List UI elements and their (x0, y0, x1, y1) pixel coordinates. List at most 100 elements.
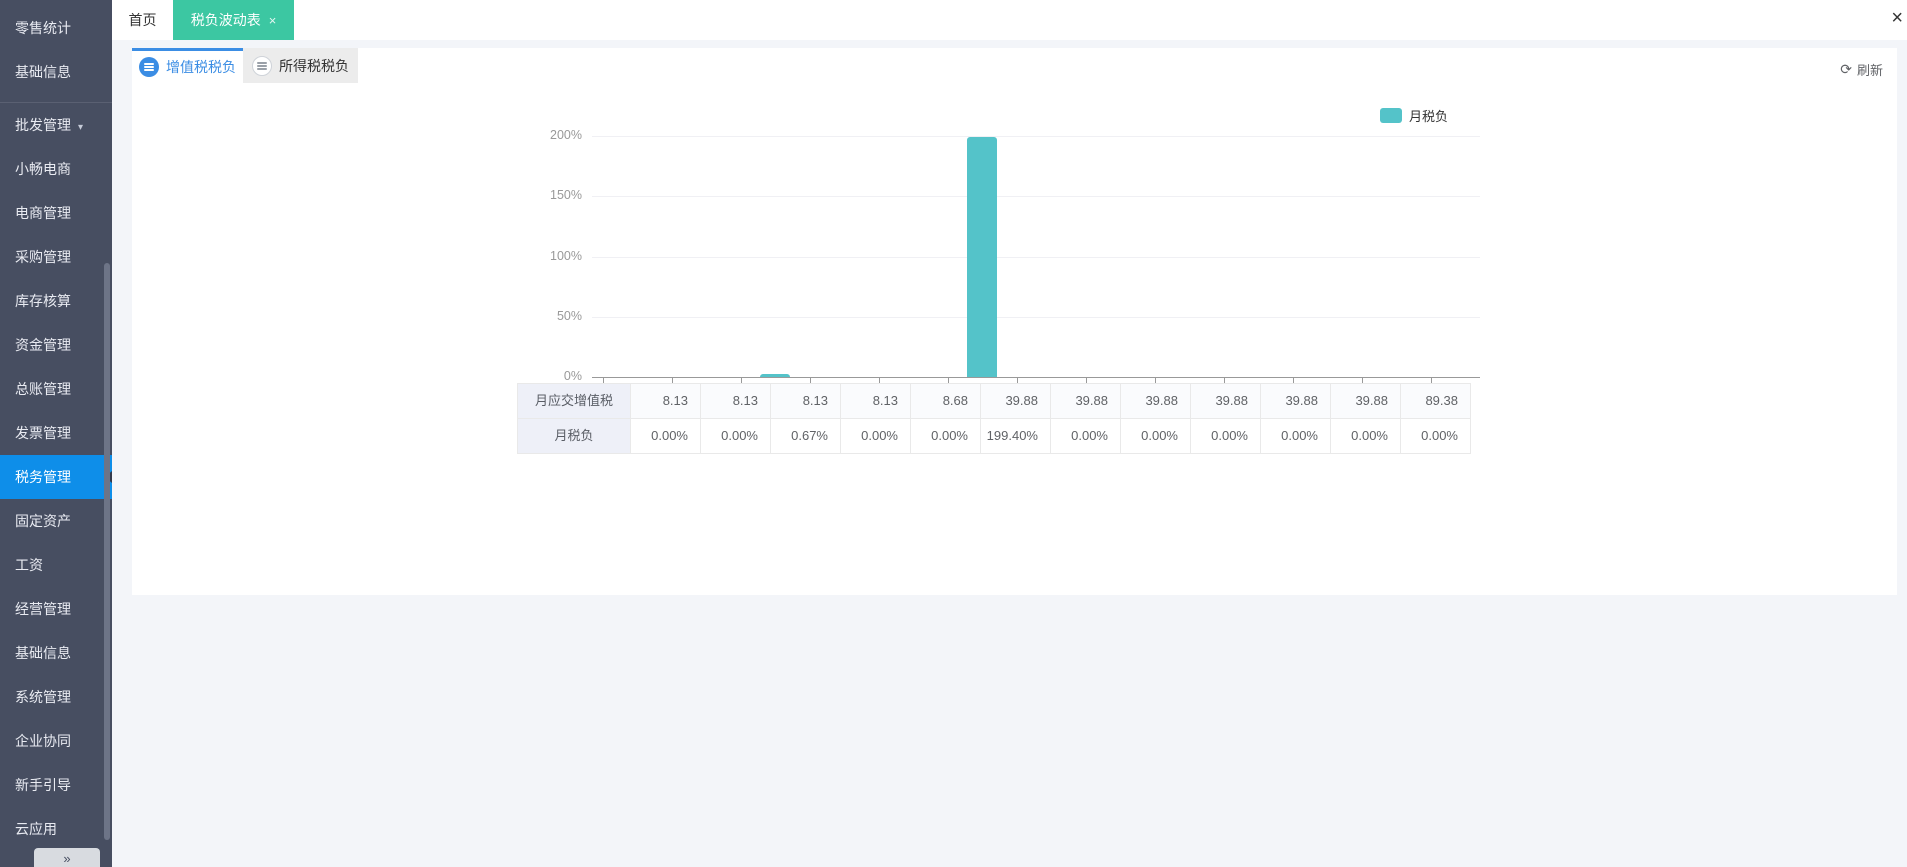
table-row: 月税负 0.00% 0.00% 0.67% 0.00% 0.00% 199.40% 0.00%… (518, 419, 1471, 454)
sidebar-item-基础信息[interactable]: 基础信息 (0, 50, 112, 94)
sidebar-item-库存核算[interactable]: 库存核算 (0, 279, 112, 323)
table-cell: 89.38 (1401, 384, 1471, 419)
y-axis-tick-label: 50% (556, 308, 582, 323)
sidebar-item-label: 企业协同 (15, 733, 71, 749)
sidebar-menu-top: 零售统计 基础信息 (0, 0, 112, 94)
sidebar-item-发票管理[interactable]: 发票管理 (0, 411, 112, 455)
table-cell: 8.13 (701, 384, 771, 419)
gridline (592, 136, 1480, 137)
table-cell: 39.88 (1121, 384, 1191, 419)
sidebar-item-企业协同[interactable]: 企业协同 (0, 719, 112, 763)
table-cell: 39.88 (1261, 384, 1331, 419)
sidebar-item-label: 批发管理 (15, 117, 71, 133)
content-panel: 增值税税负 所得税税负 ⟳ 刷新 月税负 0%50%100%150%200%20… (132, 48, 1897, 595)
sidebar-item-新手引导[interactable]: 新手引导 (0, 763, 112, 807)
tax-data-table: 月应交增值税 8.13 8.13 8.13 8.13 8.68 39.88 39.88 39.8… (517, 383, 1471, 454)
legend-label: 月税负 (1409, 109, 1449, 124)
sidebar-item-label: 零售统计 (15, 20, 71, 36)
x-axis-tick (1292, 378, 1294, 384)
tab-vat-tax-burden[interactable]: 增值税税负 (132, 48, 243, 83)
x-axis-tick (878, 378, 880, 384)
sidebar-item-固定资产[interactable]: 固定资产 (0, 499, 112, 543)
tab-close-icon[interactable]: × (268, 12, 277, 28)
tab-income-tax-burden[interactable]: 所得税税负 (243, 48, 358, 83)
table-cell: 0.00% (1261, 419, 1331, 454)
row-header: 月税负 (518, 419, 631, 454)
sidebar-item-经营管理[interactable]: 经营管理 (0, 587, 112, 631)
tab-tax-fluctuation[interactable]: 税负波动表 × (173, 0, 294, 40)
y-axis-tick-label: 0% (563, 369, 582, 383)
refresh-icon: ⟳ (1840, 61, 1852, 77)
sidebar-item-label: 基础信息 (15, 64, 71, 80)
sidebar-item-电商管理[interactable]: 电商管理 (0, 191, 112, 235)
sidebar-item-批发管理[interactable]: 批发管理 ▾ (0, 103, 112, 147)
refresh-button[interactable]: ⟳ 刷新 (1840, 60, 1883, 79)
sidebar-item-label: 电商管理 (15, 205, 71, 221)
table-cell: 8.13 (771, 384, 841, 419)
sidebar-item-label: 采购管理 (15, 249, 71, 265)
sidebar-item-label: 新手引导 (15, 777, 71, 793)
table-cell: 8.13 (841, 384, 911, 419)
bar-2022-02[interactable] (967, 137, 997, 377)
table-cell: 0.00% (911, 419, 981, 454)
table-cell: 8.68 (911, 384, 981, 419)
table-cell: 0.67% (771, 419, 841, 454)
gridline (592, 196, 1480, 198)
x-axis-tick (947, 378, 949, 384)
table-cell: 39.88 (1191, 384, 1261, 419)
subtab-label: 所得税税负 (279, 57, 349, 74)
table-cell: 0.00% (1121, 419, 1191, 454)
table-cell: 0.00% (1331, 419, 1401, 454)
sidebar-item-label: 总账管理 (15, 381, 71, 397)
table-cell: 39.88 (1051, 384, 1121, 419)
table-cell: 0.00% (1191, 419, 1261, 454)
table-row: 月应交增值税 8.13 8.13 8.13 8.13 8.68 39.88 39.88 39.8… (518, 384, 1471, 419)
sidebar-scrollbar[interactable] (104, 263, 110, 840)
x-axis-tick (740, 378, 742, 384)
y-axis-tick-label: 150% (550, 188, 582, 203)
table-cell: 39.88 (1331, 384, 1401, 419)
y-axis-tick-label: 100% (550, 248, 582, 263)
subtab-label: 增值税税负 (166, 59, 236, 75)
sidebar-item-税务管理[interactable]: 税务管理 (0, 455, 112, 499)
sidebar-item-基础信息[interactable]: 基础信息 (0, 631, 112, 675)
sidebar-item-零售统计[interactable]: 零售统计 (0, 6, 112, 50)
x-axis-line (592, 377, 1480, 378)
x-axis-tick (1223, 378, 1225, 384)
chevron-down-icon: ▾ (78, 122, 84, 133)
tab-bar: 首页 税负波动表 × × (112, 0, 1907, 40)
sidebar-item-小畅电商[interactable]: 小畅电商 (0, 147, 112, 191)
sidebar-item-云应用[interactable]: 云应用 (0, 807, 112, 851)
sidebar-menu-main: 批发管理 ▾ 小畅电商电商管理采购管理库存核算资金管理总账管理发票管理 税务管理固定资… (0, 102, 112, 851)
sidebar-item-label: 工资 (15, 557, 43, 573)
sidebar-item-工资[interactable]: 工资 (0, 543, 112, 587)
sidebar-item-label: 资金管理 (15, 337, 71, 353)
sidebar-item-总账管理[interactable]: 总账管理 (0, 367, 112, 411)
table-cell: 0.00% (1051, 419, 1121, 454)
sidebar-collapse-button[interactable]: » (34, 848, 100, 867)
x-axis-tick (1430, 378, 1432, 384)
sidebar-item-资金管理[interactable]: 资金管理 (0, 323, 112, 367)
x-axis-tick (1361, 378, 1363, 384)
sidebar-item-系统管理[interactable]: 系统管理 (0, 675, 112, 719)
sidebar-item-label: 经营管理 (15, 601, 71, 617)
y-axis-tick-label: 200% (550, 128, 582, 142)
bar-2021-11[interactable] (760, 374, 790, 377)
table-cell: 8.13 (631, 384, 701, 419)
tax-burden-chart: 月税负 0%50%100%150%200%2021-092021-102021-… (132, 83, 1897, 595)
row-header: 月应交增值税 (518, 384, 631, 419)
sidebar-item-label: 系统管理 (15, 689, 71, 705)
x-axis-tick (1016, 378, 1018, 384)
gridline (592, 316, 1480, 318)
sidebar-item-label: 云应用 (15, 821, 57, 837)
sidebar: 零售统计基础信息 批发管理 ▾ 小畅电商电商管理采购管理库存核算资金管理总账管理发票… (0, 0, 112, 867)
sidebar-item-label: 固定资产 (15, 513, 71, 529)
sidebar-item-采购管理[interactable]: 采购管理 (0, 235, 112, 279)
x-axis-tick (671, 378, 673, 384)
legend-swatch (1380, 108, 1402, 123)
window-close-icon[interactable]: × (1891, 7, 1903, 29)
sidebar-item-label: 小畅电商 (15, 161, 71, 177)
tab-home[interactable]: 首页 (128, 12, 157, 28)
legend-item[interactable]: 月税负 (1380, 106, 1448, 125)
table-cell: 0.00% (701, 419, 771, 454)
